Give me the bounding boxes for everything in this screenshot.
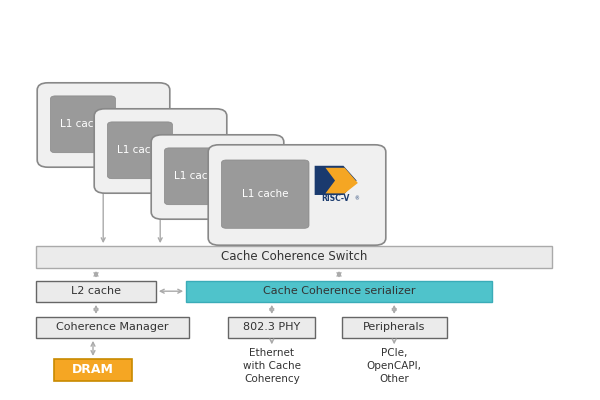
FancyBboxPatch shape	[208, 145, 386, 245]
Text: L1 cache: L1 cache	[174, 171, 220, 181]
Text: Ethernet
with Cache
Coherency: Ethernet with Cache Coherency	[243, 348, 301, 384]
Text: Cache Coherence serializer: Cache Coherence serializer	[263, 286, 415, 296]
FancyBboxPatch shape	[37, 83, 170, 167]
FancyBboxPatch shape	[50, 96, 115, 153]
Text: L1 cache: L1 cache	[242, 189, 289, 199]
Text: L1 cache: L1 cache	[117, 145, 163, 155]
Text: L2 cache: L2 cache	[71, 286, 121, 296]
Text: Peripherals: Peripherals	[364, 322, 425, 332]
Bar	[342, 317, 447, 338]
Text: Cache Coherence Switch: Cache Coherence Switch	[221, 250, 367, 264]
Bar	[186, 281, 492, 302]
Text: Coherence Manager: Coherence Manager	[56, 322, 169, 332]
Text: PCIe,
OpenCAPI,
Other: PCIe, OpenCAPI, Other	[367, 348, 422, 384]
FancyBboxPatch shape	[164, 148, 229, 205]
Bar	[228, 317, 315, 338]
FancyBboxPatch shape	[221, 160, 309, 228]
Polygon shape	[314, 166, 356, 195]
Text: RISC-V: RISC-V	[322, 194, 350, 204]
Bar	[36, 281, 156, 302]
Text: DRAM: DRAM	[72, 363, 114, 376]
FancyBboxPatch shape	[107, 122, 173, 179]
Text: 802.3 PHY: 802.3 PHY	[243, 322, 300, 332]
FancyBboxPatch shape	[94, 109, 227, 193]
Text: ®: ®	[354, 196, 359, 202]
Bar	[36, 317, 189, 338]
FancyBboxPatch shape	[151, 135, 284, 219]
Polygon shape	[325, 168, 358, 193]
Text: L1 cache: L1 cache	[59, 119, 106, 129]
Bar	[36, 246, 552, 268]
Bar	[54, 359, 132, 381]
